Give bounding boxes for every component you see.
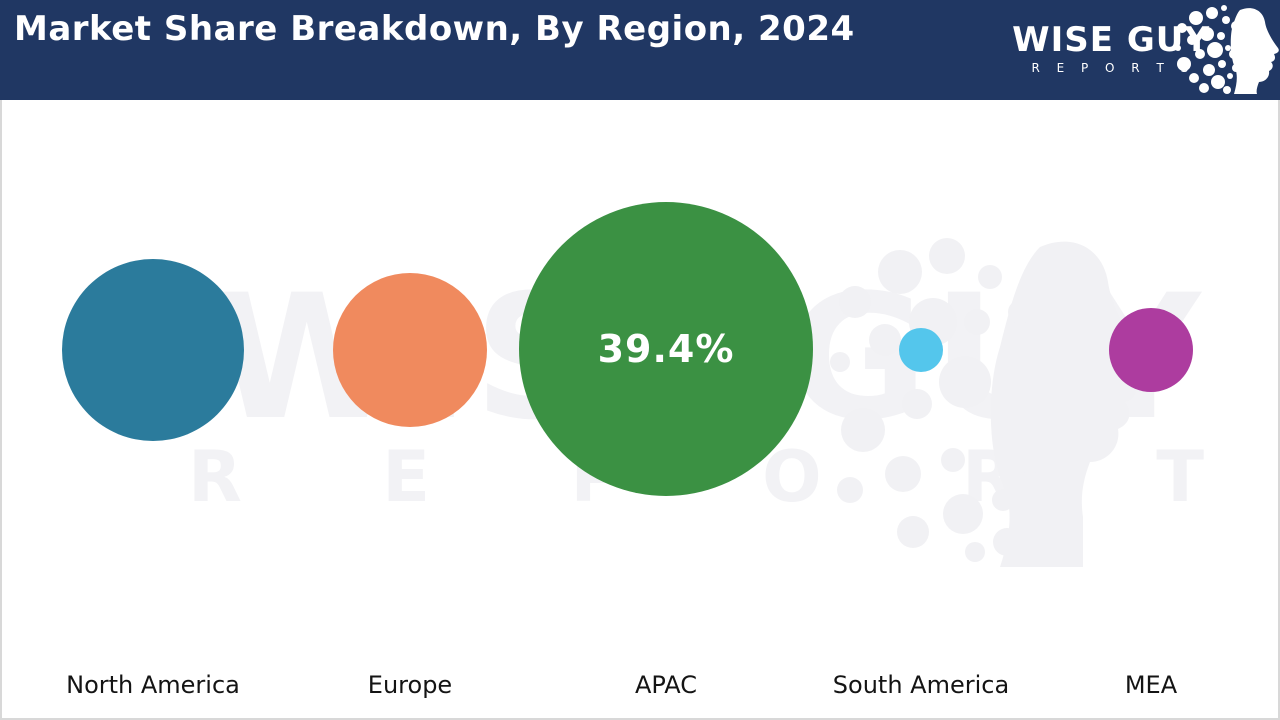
- category-label-apac: APAC: [634, 671, 698, 699]
- category-label-europe: Europe: [367, 671, 453, 699]
- watermark-face-icon: [830, 238, 1145, 567]
- chart-frame: [0, 100, 1280, 720]
- category-label-south-america: South America: [832, 671, 1010, 699]
- bubble-apac: 39.4%: [519, 202, 813, 496]
- page-title: Market Share Breakdown, By Region, 2024: [14, 9, 855, 49]
- category-label-mea: MEA: [1124, 671, 1178, 699]
- logo-face-icon: [1175, 5, 1279, 94]
- category-label-north-america: North America: [66, 671, 240, 699]
- bubble-europe: [333, 273, 487, 427]
- logo-wordmark-block: WISE GUY R E P O R T S: [1012, 20, 1210, 76]
- bubble-south-america: [899, 328, 943, 372]
- bubble-value-label-apac: 39.4%: [597, 327, 735, 371]
- wise-guy-logo: WISE GUY R E P O R T S: [1012, 0, 1280, 100]
- bubble-mea: [1109, 308, 1193, 392]
- logo-subtext: R E P O R T S: [1031, 61, 1195, 76]
- logo-wordmark: WISE GUY: [1012, 20, 1210, 60]
- header-bar: Market Share Breakdown, By Region, 2024 …: [0, 0, 1280, 100]
- bubble-north-america: [62, 259, 244, 441]
